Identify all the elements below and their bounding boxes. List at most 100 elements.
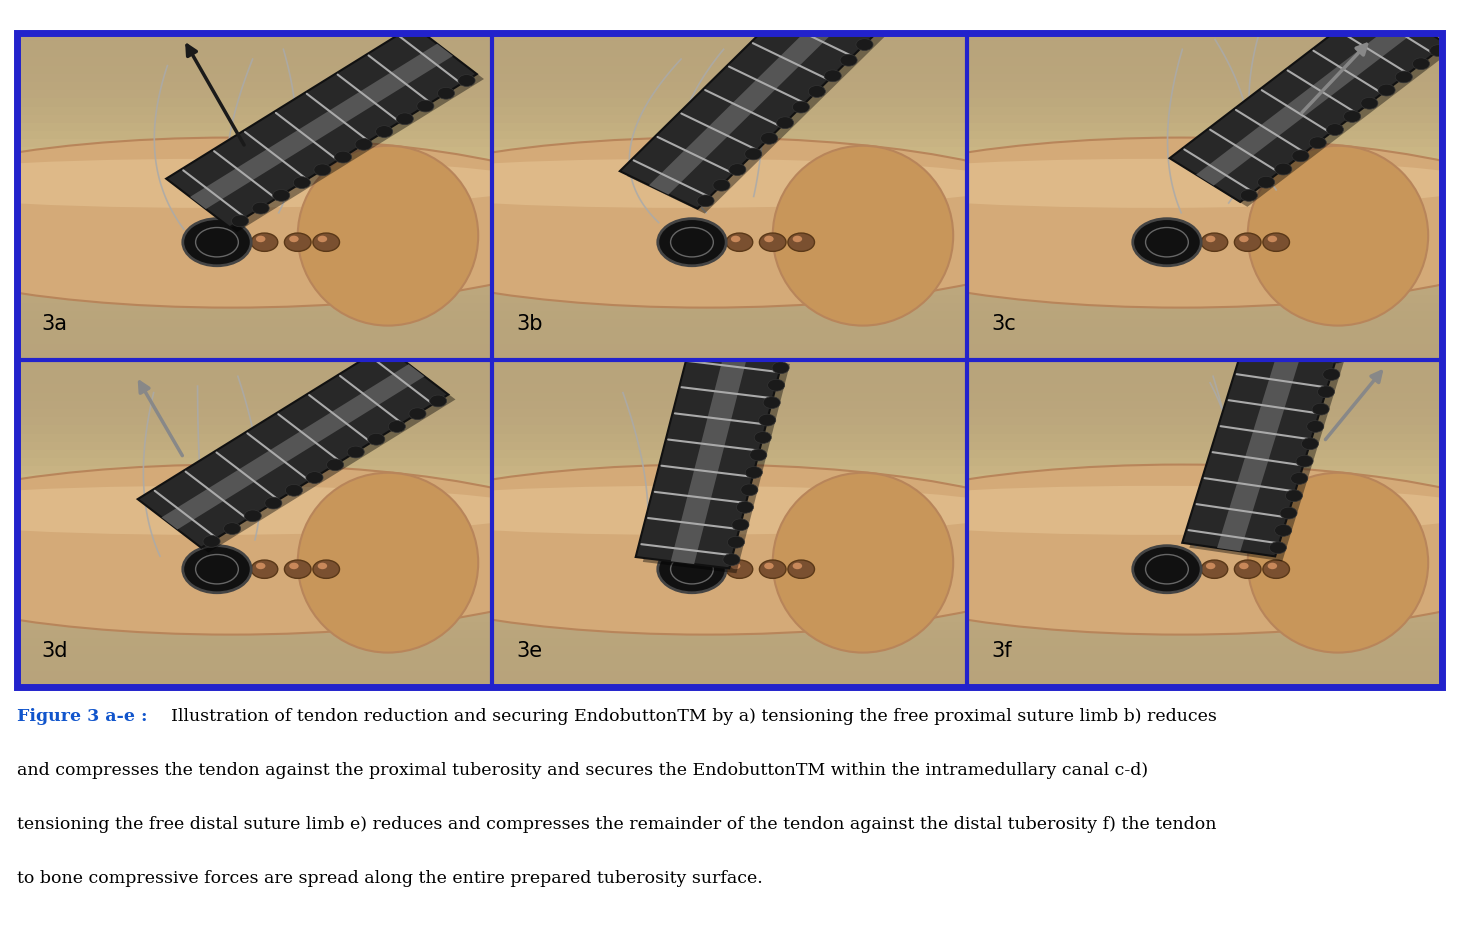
Circle shape <box>272 189 290 201</box>
Bar <box>967 507 1442 516</box>
Bar <box>17 556 492 565</box>
Bar <box>492 385 967 392</box>
Circle shape <box>1292 150 1308 162</box>
Circle shape <box>1234 233 1260 251</box>
Bar <box>492 155 967 164</box>
Bar <box>492 630 967 638</box>
Bar <box>17 491 492 499</box>
Bar <box>492 237 967 246</box>
Bar <box>967 678 1442 687</box>
Ellipse shape <box>825 159 1457 208</box>
Bar <box>17 327 492 335</box>
Bar <box>967 270 1442 279</box>
Bar <box>967 565 1442 572</box>
Bar <box>967 213 1442 221</box>
Polygon shape <box>635 347 782 568</box>
Circle shape <box>1132 546 1201 593</box>
Bar <box>492 343 967 352</box>
Bar <box>967 523 1442 532</box>
Bar <box>492 73 967 82</box>
Text: 3c: 3c <box>991 313 1016 334</box>
Ellipse shape <box>1247 146 1428 326</box>
Bar <box>492 507 967 516</box>
Bar <box>967 311 1442 319</box>
Circle shape <box>326 459 344 470</box>
Circle shape <box>1263 560 1289 579</box>
Bar <box>17 57 492 66</box>
Bar <box>17 466 492 474</box>
Bar <box>492 450 967 458</box>
Bar <box>967 401 1442 409</box>
Bar <box>17 425 492 434</box>
Bar <box>17 99 492 106</box>
Bar <box>967 491 1442 499</box>
Bar <box>967 654 1442 662</box>
Bar <box>492 368 967 376</box>
Bar <box>967 622 1442 630</box>
Circle shape <box>1206 235 1215 242</box>
Circle shape <box>1275 163 1292 175</box>
Bar <box>967 73 1442 82</box>
Bar <box>17 164 492 172</box>
Bar <box>17 368 492 376</box>
Bar <box>17 360 492 368</box>
Ellipse shape <box>772 146 953 326</box>
Bar <box>17 131 492 139</box>
Bar <box>17 148 492 155</box>
Bar <box>492 90 967 99</box>
Ellipse shape <box>350 486 1016 534</box>
Bar <box>492 556 967 565</box>
Bar <box>967 614 1442 621</box>
Bar <box>492 131 967 139</box>
Bar <box>967 221 1442 230</box>
Bar <box>492 425 967 434</box>
Bar <box>967 409 1442 417</box>
Bar <box>492 483 967 491</box>
Bar <box>967 441 1442 450</box>
Circle shape <box>417 100 434 112</box>
Circle shape <box>1240 189 1257 201</box>
Bar <box>492 204 967 213</box>
Ellipse shape <box>772 472 953 653</box>
Bar <box>492 327 967 335</box>
Circle shape <box>1317 386 1335 398</box>
Polygon shape <box>670 352 747 564</box>
Circle shape <box>731 518 749 531</box>
Bar <box>492 654 967 662</box>
Bar <box>967 589 1442 597</box>
Text: Figure 3 a-e :: Figure 3 a-e : <box>17 708 149 725</box>
Circle shape <box>1268 235 1278 242</box>
Bar <box>967 204 1442 213</box>
Bar <box>17 335 492 343</box>
Bar <box>967 605 1442 614</box>
Bar <box>492 262 967 270</box>
Text: 3d: 3d <box>41 641 67 661</box>
Bar <box>492 148 967 155</box>
Circle shape <box>1310 136 1326 149</box>
Circle shape <box>356 138 372 151</box>
Bar <box>492 246 967 254</box>
Bar <box>17 417 492 425</box>
Bar <box>492 458 967 466</box>
Circle shape <box>409 407 425 420</box>
Polygon shape <box>189 43 453 209</box>
Bar <box>967 434 1442 441</box>
Bar <box>967 33 1442 41</box>
Bar <box>492 441 967 450</box>
Bar <box>17 230 492 237</box>
Polygon shape <box>1189 340 1346 561</box>
Bar <box>967 115 1442 123</box>
Bar <box>967 131 1442 139</box>
Bar <box>492 335 967 343</box>
Circle shape <box>731 235 740 242</box>
Circle shape <box>1313 404 1329 415</box>
Bar <box>17 474 492 483</box>
Ellipse shape <box>0 159 541 208</box>
Circle shape <box>809 86 825 97</box>
Bar <box>17 213 492 221</box>
Polygon shape <box>1182 335 1339 556</box>
Bar <box>967 90 1442 99</box>
Bar <box>17 139 492 148</box>
Bar <box>492 662 967 671</box>
Bar <box>492 638 967 646</box>
